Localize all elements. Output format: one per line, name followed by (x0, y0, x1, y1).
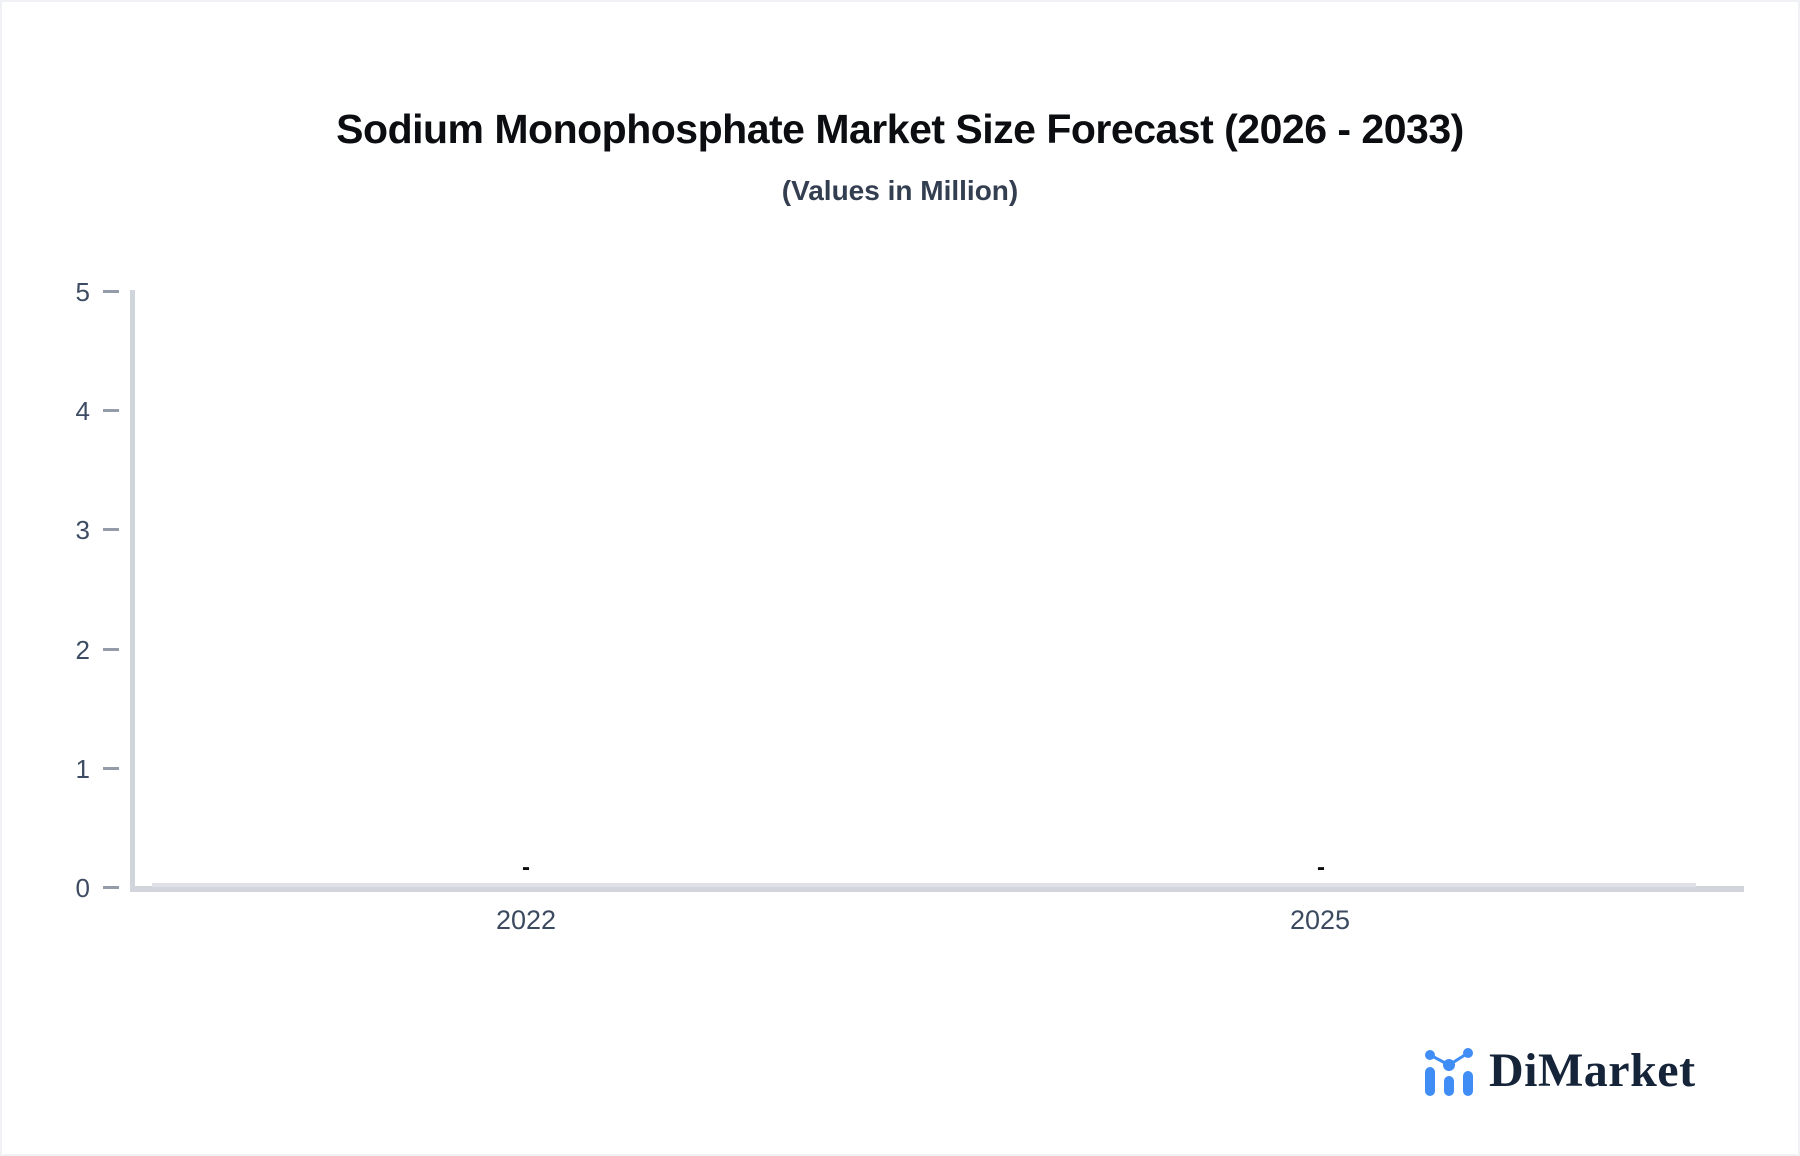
y-tick-label-1: 1 (75, 754, 90, 784)
y-tick-mark (103, 290, 119, 293)
y-tick-label-3: 3 (75, 515, 90, 545)
y-tick-mark (103, 528, 119, 531)
brand-logo: DiMarket (1423, 1038, 1696, 1100)
chart-subtitle: (Values in Million) (781, 175, 1019, 206)
x-tick-label-2025: 2025 (1289, 905, 1351, 935)
chart-title: Sodium Monophosphate Market Size Forecas… (336, 106, 1464, 152)
zero-value-bar-strip (152, 883, 1696, 887)
y-tick-label-0: 0 (75, 873, 90, 903)
y-tick-label-4: 4 (75, 396, 90, 426)
x-tick-label-2022: 2022 (495, 905, 557, 935)
y-tick-mark (103, 886, 119, 889)
bar-value-label-2025: - (1317, 854, 1325, 881)
y-tick-mark (103, 409, 119, 412)
bar-chart-logo-icon (1425, 1048, 1473, 1096)
y-tick-mark (103, 767, 119, 770)
y-tick-mark (103, 648, 119, 651)
brand-logo-text: DiMarket (1489, 1044, 1696, 1097)
x-axis-baseline (130, 886, 1744, 892)
y-axis-line (130, 290, 135, 892)
bar-value-label-2022: - (522, 854, 530, 881)
y-tick-label-2: 2 (75, 635, 90, 665)
y-tick-label-5: 5 (75, 277, 90, 307)
